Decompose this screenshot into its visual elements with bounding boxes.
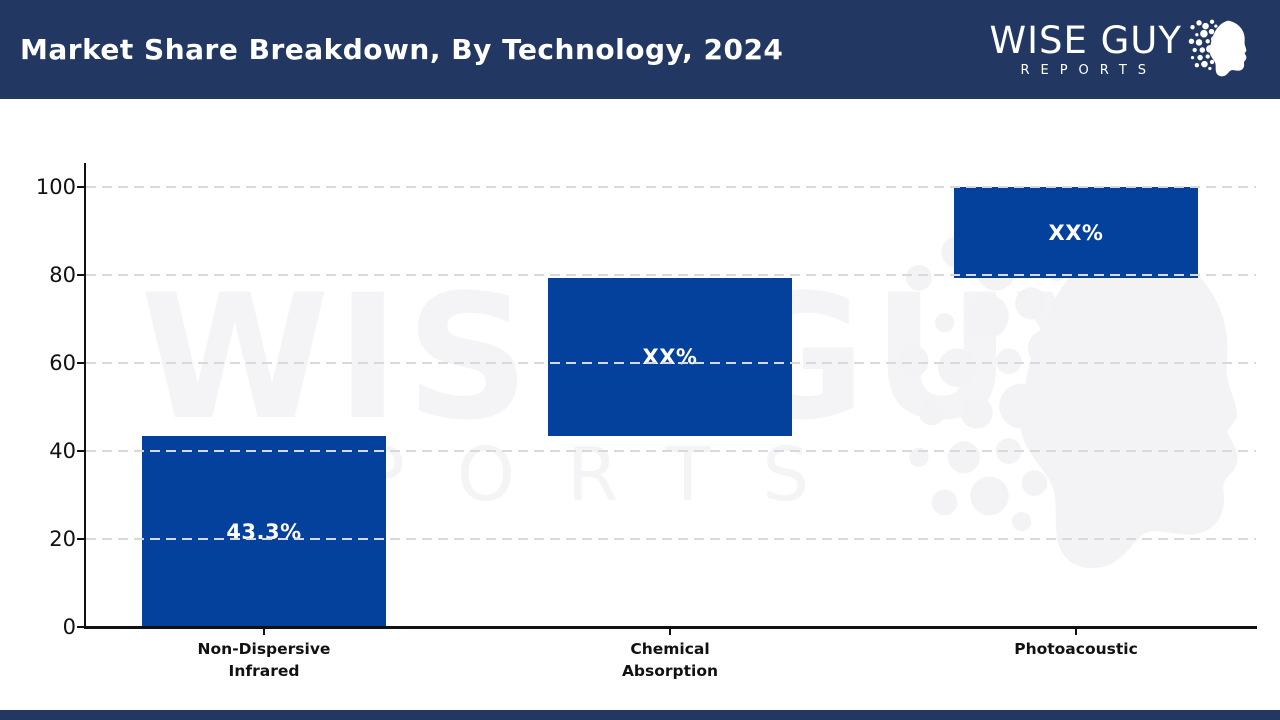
- logo-wordmark: WISE GUY: [989, 18, 1182, 62]
- dotted-head-icon: [1186, 7, 1262, 93]
- y-tick-label: 80: [49, 263, 76, 287]
- y-tick-mark: [77, 538, 85, 540]
- gridline-20: [86, 538, 1256, 540]
- bar-0: 43.3%: [142, 436, 386, 627]
- gridline-40: [86, 450, 1256, 452]
- gridline-100: [86, 186, 1256, 188]
- x-tick-mark: [263, 627, 265, 635]
- gridline-60: [86, 362, 1256, 364]
- y-tick-mark: [77, 186, 85, 188]
- bar-value-label: 43.3%: [226, 519, 302, 544]
- y-tick-mark: [77, 362, 85, 364]
- logo-subtitle: REPORTS: [1020, 62, 1158, 78]
- y-tick-mark: [77, 274, 85, 276]
- logo-text: WISE GUY REPORTS: [990, 22, 1182, 78]
- y-tick-label: 20: [49, 527, 76, 551]
- x-tick-mark: [669, 627, 671, 635]
- wise-guy-reports-logo: WISE GUY REPORTS: [990, 7, 1262, 93]
- x-category-label: Photoacoustic: [1014, 640, 1138, 658]
- bar-1: XX%: [548, 278, 792, 437]
- gridline-80: [86, 274, 1256, 276]
- x-category-label: Chemical Absorption: [621, 640, 719, 680]
- x-tick-mark: [1075, 627, 1077, 635]
- x-category-label: Non-Dispersive Infrared: [197, 640, 331, 680]
- x-axis-line: [84, 626, 1257, 629]
- bar-value-label: XX%: [1048, 220, 1104, 245]
- page-title: Market Share Breakdown, By Technology, 2…: [20, 33, 784, 66]
- y-tick-mark: [77, 626, 85, 628]
- y-tick-label: 60: [49, 351, 76, 375]
- y-tick-mark: [77, 450, 85, 452]
- header: Market Share Breakdown, By Technology, 2…: [0, 0, 1280, 99]
- y-tick-label: 0: [62, 615, 76, 639]
- y-axis-line: [84, 163, 86, 628]
- footer-bar: [0, 710, 1280, 720]
- y-tick-label: 40: [49, 439, 76, 463]
- y-tick-label: 100: [35, 175, 76, 199]
- bar-2: XX%: [954, 187, 1198, 279]
- bar-value-label: XX%: [642, 345, 698, 370]
